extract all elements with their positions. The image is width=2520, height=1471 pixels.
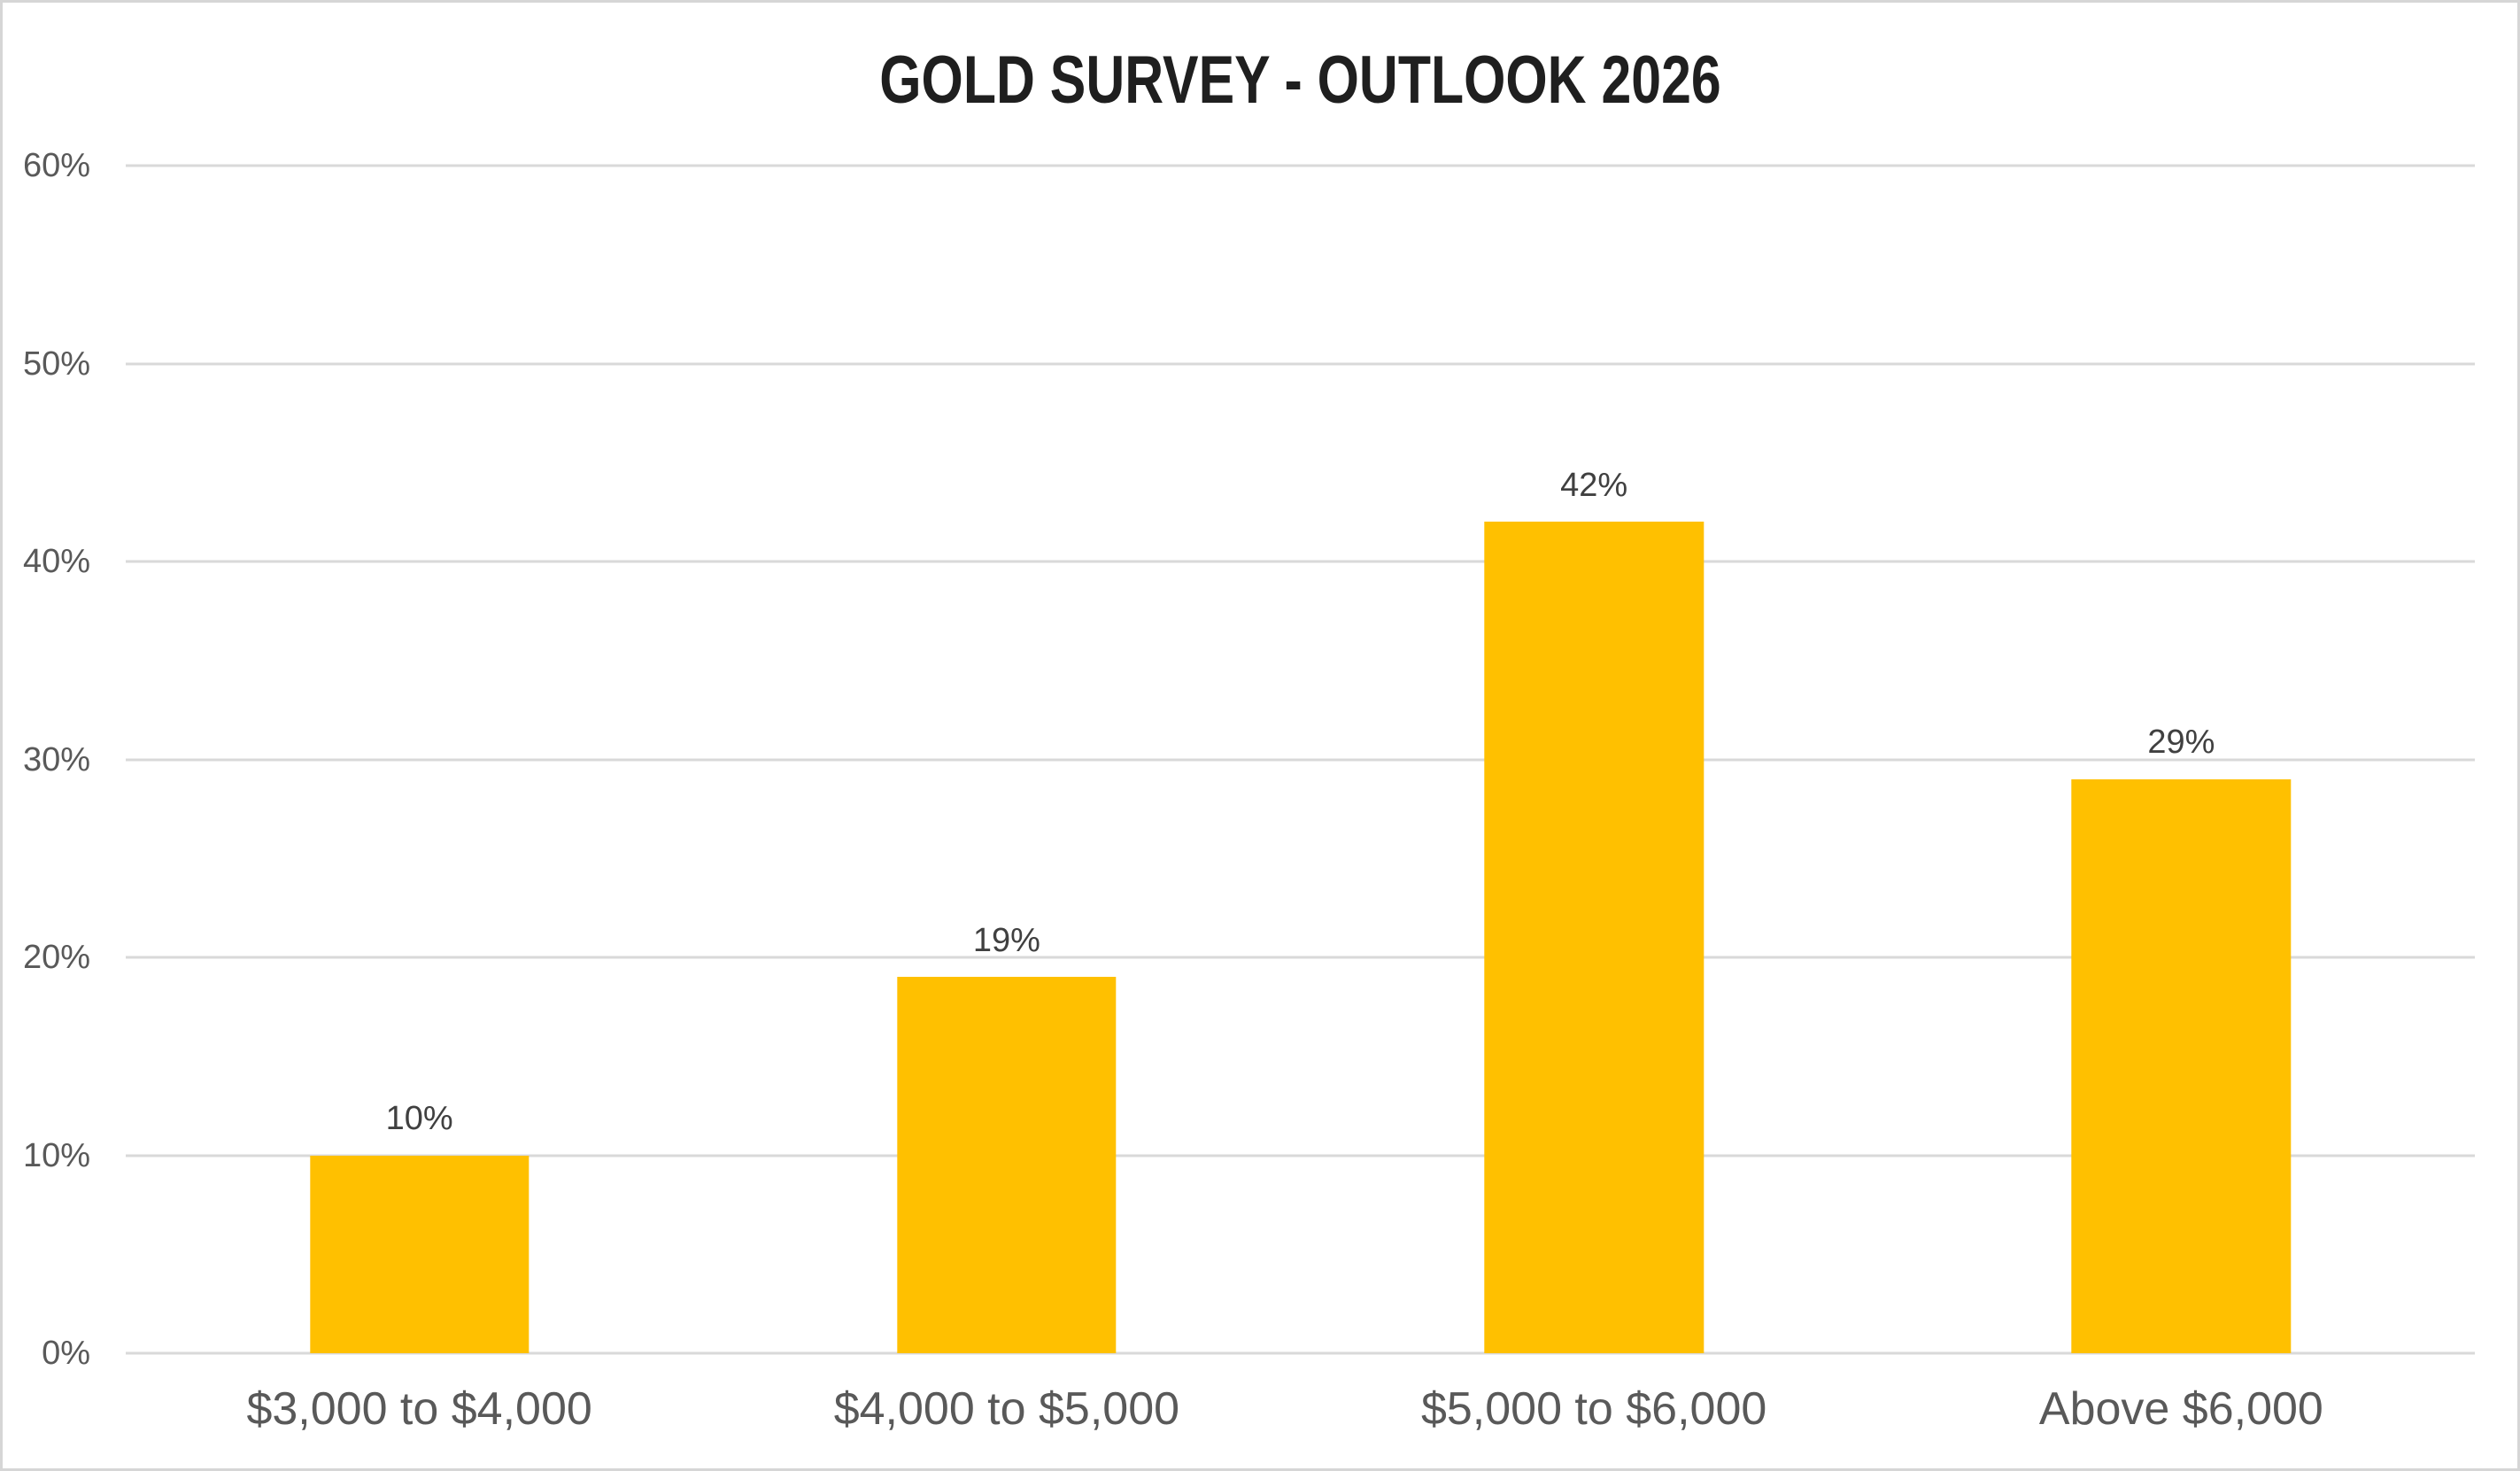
bar: 19% (897, 922, 1117, 1353)
y-axis-tick-label: 30% (22, 740, 90, 778)
gridline (126, 164, 2475, 167)
category-slot: 19% $4,000 to $5,000 (713, 166, 1300, 1435)
bar-value-label: 29% (2147, 724, 2215, 762)
gridline (126, 956, 2475, 959)
y-axis-tick-label: 50% (22, 345, 90, 383)
x-axis-category-label: $3,000 to $4,000 (246, 1383, 592, 1435)
x-axis-category-label: Above $6,000 (2038, 1383, 2323, 1435)
x-axis-category-label: $5,000 to $6,000 (1420, 1383, 1767, 1435)
bar-series: 10% $3,000 to $4,000 19% $4,000 to $5,000 42… (126, 166, 2475, 1435)
chart-title: GOLD SURVEY - OUTLOOK 2026 (879, 43, 1721, 118)
bar-value-label: 42% (1560, 466, 1628, 504)
category-slot: 10% $3,000 to $4,000 (126, 166, 713, 1435)
gridline (126, 1154, 2475, 1157)
category-slot: 29% Above $6,000 (1888, 166, 2475, 1435)
gridline (126, 560, 2475, 563)
y-axis-tick-label: 0% (42, 1335, 90, 1372)
bar: 10% (309, 1100, 530, 1353)
y-axis-tick-label: 40% (22, 543, 90, 580)
x-axis-category-label: $4,000 to $5,000 (833, 1383, 1180, 1435)
plot-area: 0% 10% 20% 30% 40% 50% 60% 10% $3,000 to $4,000… (23, 149, 2475, 1435)
bar: 42% (1484, 467, 1704, 1353)
y-axis-tick-label: 10% (22, 1136, 90, 1174)
gridline (126, 362, 2475, 365)
y-axis-tick-label: 60% (22, 147, 90, 184)
bar: 29% (2071, 724, 2292, 1353)
category-slot: 42% $5,000 to $6,000 (1301, 166, 1888, 1435)
bar-value-label: 10% (385, 1099, 453, 1137)
gridline (126, 758, 2475, 761)
y-axis-tick-label: 20% (22, 939, 90, 976)
bar-value-label: 19% (972, 921, 1040, 959)
gridline (126, 1351, 2475, 1355)
